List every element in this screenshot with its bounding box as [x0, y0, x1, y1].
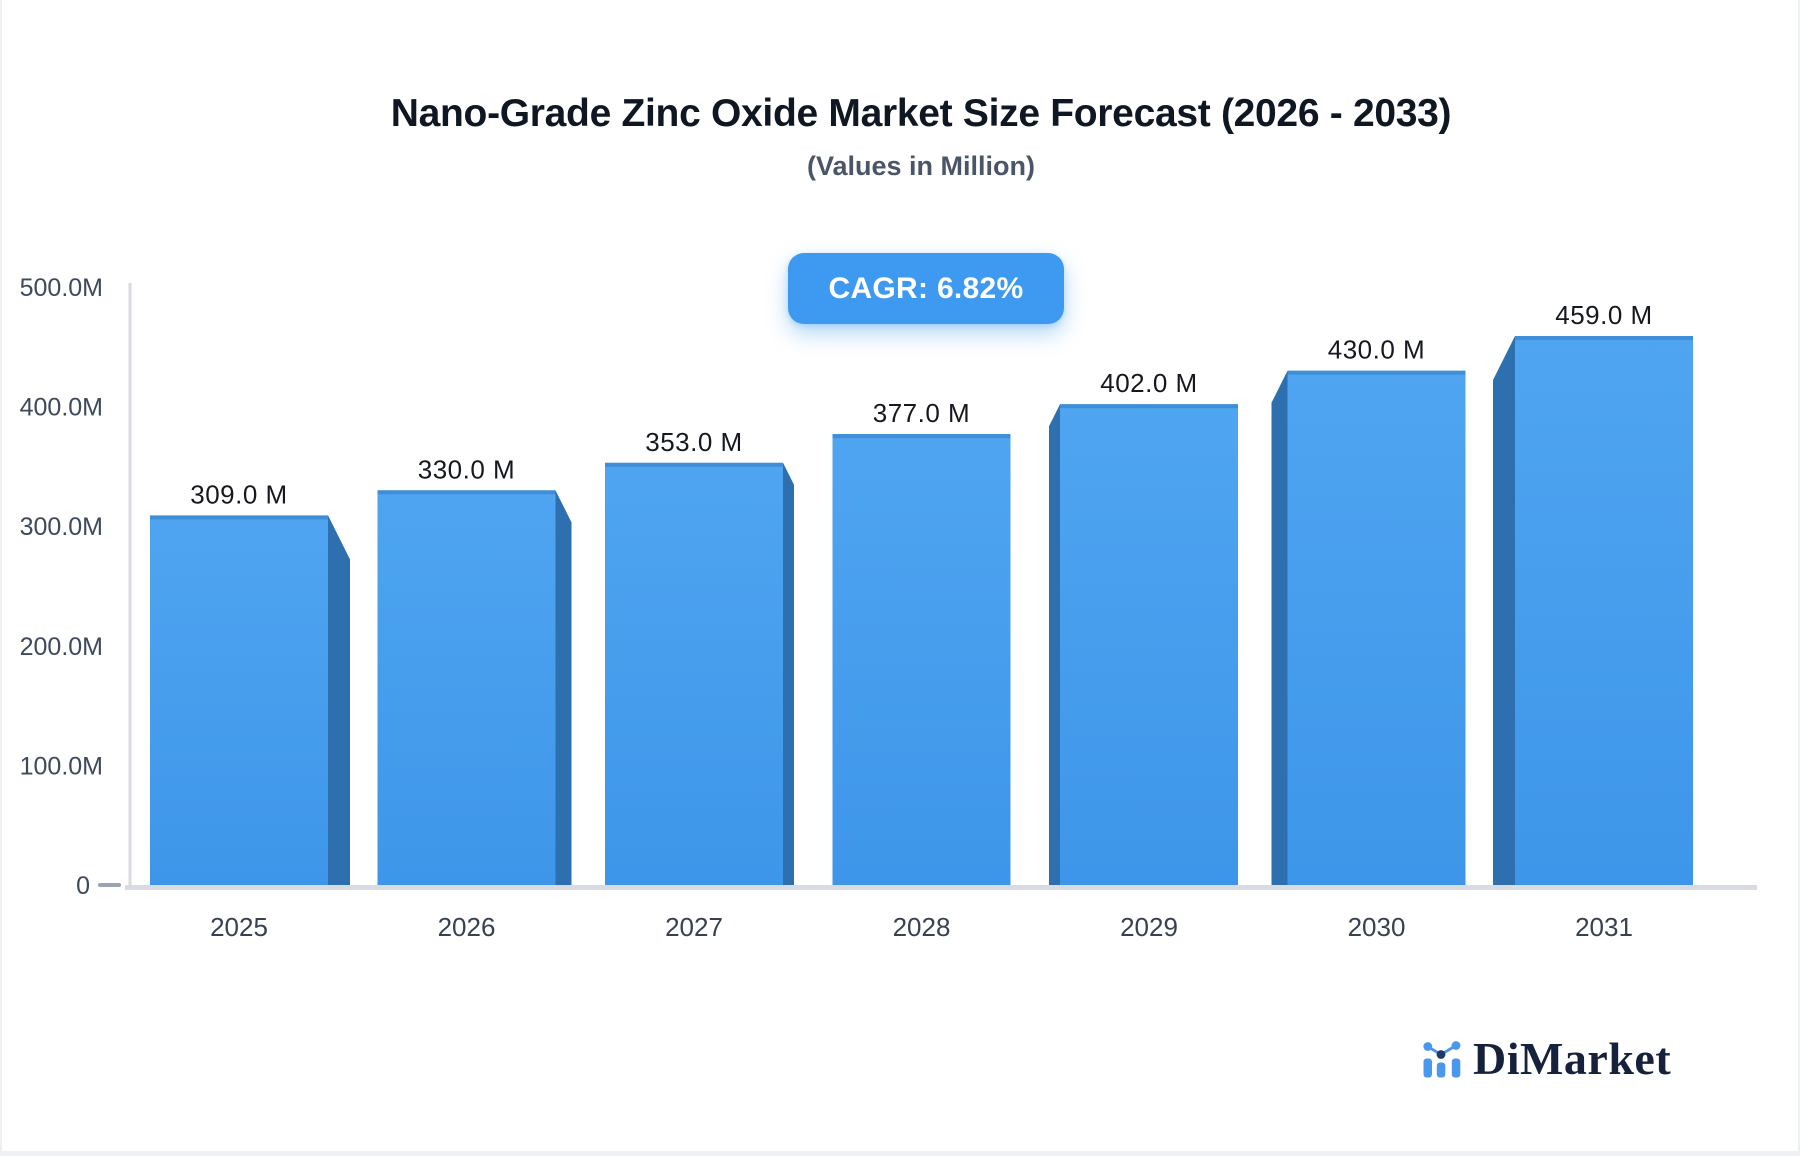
x-tick-label-2025: 2025 — [210, 912, 268, 942]
bar-side-face — [1493, 336, 1515, 885]
bar-top-edge — [1515, 336, 1693, 341]
brand-logo: DiMarket — [1422, 1036, 1671, 1082]
bar-group-2030: 430.0 M — [1271, 335, 1466, 886]
x-tick-label-2026: 2026 — [438, 912, 496, 942]
bar-side-face — [555, 490, 572, 885]
brand-logo-text: DiMarket — [1473, 1033, 1672, 1084]
bar-value-label: 353.0 M — [645, 427, 742, 457]
bar-top-edge — [150, 515, 328, 520]
bar-group-2026: 330.0 M — [377, 454, 572, 885]
bar-group-2025: 309.0 M — [150, 479, 350, 885]
x-tick-label-2029: 2029 — [1120, 912, 1178, 942]
y-tick-label-400: 400.0M — [20, 394, 103, 422]
bar-value-label: 402.0 M — [1100, 368, 1197, 398]
cagr-badge-label: CAGR: 6.82% — [828, 271, 1024, 305]
x-tick-label-2031: 2031 — [1575, 912, 1633, 942]
bar-value-label: 459.0 M — [1555, 300, 1652, 330]
bar-top-edge — [1287, 370, 1466, 375]
bar-top-edge — [1060, 404, 1238, 409]
y-tick-label-200: 200.0M — [20, 633, 103, 661]
bar-front-face — [1060, 404, 1238, 885]
bar-top-edge — [605, 462, 783, 467]
bar-top-edge — [377, 490, 556, 495]
chart-subtitle: (Values in Million) — [806, 150, 1036, 181]
bar-side-face — [1271, 370, 1288, 886]
bar-top-edge — [832, 434, 1011, 439]
bar-group-2031: 459.0 M — [1493, 300, 1693, 885]
bar-front-face — [377, 490, 556, 885]
bar-value-label: 430.0 M — [1328, 335, 1425, 365]
bar-group-2027: 353.0 M — [605, 427, 794, 885]
bar-group-2028: 377.0 M — [832, 398, 1011, 885]
chart-title: Nano-Grade Zinc Oxide Market Size Foreca… — [390, 92, 1452, 135]
bar-side-face — [328, 515, 350, 885]
cagr-badge: CAGR: 6.82% — [788, 253, 1064, 324]
x-tick-label-2028: 2028 — [893, 912, 951, 942]
y-tick-label-100: 100.0M — [20, 752, 103, 780]
bar-group-2029: 402.0 M — [1049, 368, 1238, 885]
bar-front-face — [832, 434, 1011, 885]
y-tick-label-0: 0 — [76, 872, 90, 900]
bar-side-face — [783, 462, 794, 885]
bar-value-label: 377.0 M — [873, 398, 970, 428]
y-tick-label-500: 500.0M — [20, 274, 103, 302]
bar-side-face — [1049, 404, 1060, 885]
bar-front-face — [1287, 370, 1466, 886]
x-tick-label-2030: 2030 — [1348, 912, 1406, 942]
bar-value-label: 330.0 M — [418, 454, 515, 484]
bar-front-face — [605, 462, 783, 885]
bar-front-face — [1515, 336, 1693, 885]
bar-chart-logo-icon — [1423, 1041, 1461, 1078]
bar-value-label: 309.0 M — [190, 479, 287, 509]
chart-header: Nano-Grade Zinc Oxide Market Size Foreca… — [42, 0, 1800, 182]
bar-front-face — [150, 515, 328, 885]
y-tick-label-300: 300.0M — [20, 513, 103, 541]
x-tick-label-2027: 2027 — [665, 912, 723, 942]
